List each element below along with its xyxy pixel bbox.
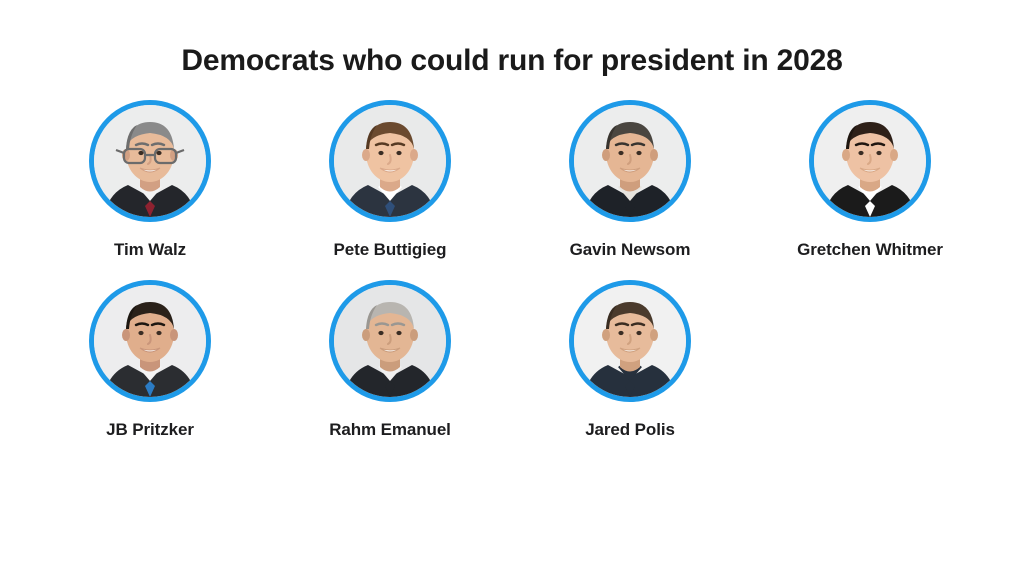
candidate-card[interactable]: Pete Buttigieg bbox=[270, 100, 510, 280]
candidates-grid: Tim Walz Pete Buttigieg bbox=[30, 100, 994, 460]
candidate-card[interactable]: Gavin Newsom bbox=[510, 100, 750, 280]
candidate-name-label: Gretchen Whitmer bbox=[797, 240, 943, 259]
candidate-name-label: JB Pritzker bbox=[106, 420, 194, 439]
candidate-name-label: Jared Polis bbox=[585, 420, 675, 439]
avatar-jared-polis[interactable] bbox=[569, 280, 691, 402]
avatar-tim-walz[interactable] bbox=[89, 100, 211, 222]
candidate-card[interactable]: Jared Polis bbox=[510, 280, 750, 460]
avatar-rahm-emanuel[interactable] bbox=[329, 280, 451, 402]
candidate-name-label: Gavin Newsom bbox=[569, 240, 691, 259]
avatar-pete-buttigieg[interactable] bbox=[329, 100, 451, 222]
candidate-card[interactable]: JB Pritzker bbox=[30, 280, 270, 460]
avatar bbox=[334, 285, 446, 397]
avatar-jb-pritzker[interactable] bbox=[89, 280, 211, 402]
avatar-gavin-newsom[interactable] bbox=[569, 100, 691, 222]
candidate-name-label: Rahm Emanuel bbox=[329, 420, 451, 439]
avatar bbox=[574, 285, 686, 397]
candidate-card[interactable]: Tim Walz bbox=[30, 100, 270, 280]
avatar bbox=[574, 105, 686, 217]
candidate-card[interactable]: Rahm Emanuel bbox=[270, 280, 510, 460]
avatar bbox=[814, 105, 926, 217]
candidate-name-label: Tim Walz bbox=[114, 240, 186, 259]
avatar bbox=[334, 105, 446, 217]
candidate-card[interactable]: Gretchen Whitmer bbox=[750, 100, 990, 280]
avatar-gretchen-whitmer[interactable] bbox=[809, 100, 931, 222]
avatar bbox=[94, 285, 206, 397]
avatar bbox=[94, 105, 206, 217]
page-title: Democrats who could run for president in… bbox=[181, 44, 843, 77]
candidate-name-label: Pete Buttigieg bbox=[333, 240, 447, 259]
